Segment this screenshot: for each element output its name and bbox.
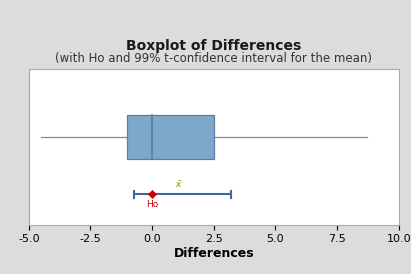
X-axis label: Differences: Differences xyxy=(173,247,254,260)
Text: Boxplot of Differences: Boxplot of Differences xyxy=(126,39,301,53)
Text: $\bar{x}$: $\bar{x}$ xyxy=(175,179,183,190)
Text: (with Ho and 99% t-confidence interval for the mean): (with Ho and 99% t-confidence interval f… xyxy=(55,52,372,65)
Text: Ho: Ho xyxy=(146,200,158,209)
Bar xyxy=(127,115,214,159)
